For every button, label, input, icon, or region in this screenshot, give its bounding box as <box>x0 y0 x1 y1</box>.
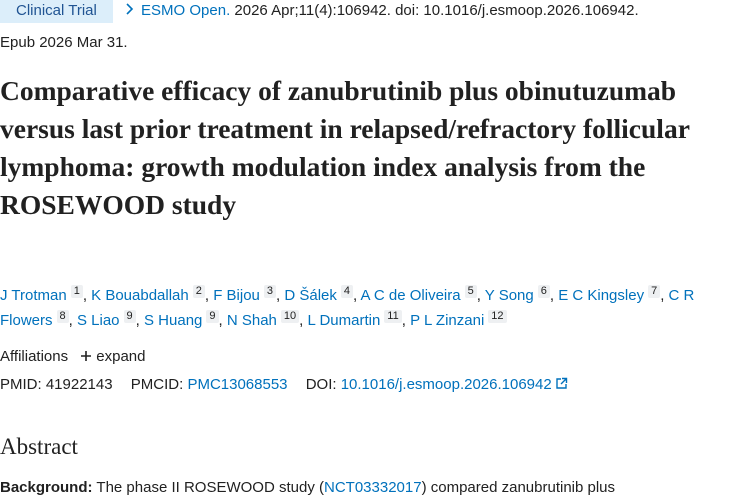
journal-link[interactable]: ESMO Open. <box>141 2 231 19</box>
author: L Dumartin 11, <box>307 310 406 329</box>
author-separator: , <box>276 287 281 304</box>
author: F Bijou 3, <box>213 285 281 304</box>
authors: J Trotman 1, K Bouabdallah 2, F Bijou 3, D … <box>0 283 730 333</box>
author-name[interactable]: E C Kingsley <box>558 287 645 304</box>
background-label: Background: <box>0 479 93 496</box>
abstract-heading: Abstract <box>0 434 78 459</box>
author-name[interactable]: D Šálek <box>284 287 337 304</box>
affiliation-number[interactable]: 9 <box>206 310 219 323</box>
author-name[interactable]: P L Zinzani <box>410 312 485 329</box>
author-name[interactable]: J Trotman <box>0 287 67 304</box>
citation-row: Clinical Trial ESMO Open. 2026 Apr;11(4)… <box>0 0 639 23</box>
author-name[interactable]: F Bijou <box>213 287 260 304</box>
author: A C de Oliveira 5, <box>360 285 481 304</box>
author-separator: , <box>299 312 304 329</box>
pmid-label: PMID: <box>0 376 42 393</box>
affiliation-number[interactable]: 8 <box>56 310 69 323</box>
author: D Šálek 4, <box>284 285 358 304</box>
author: E C Kingsley 7, <box>558 285 665 304</box>
epub: Epub 2026 Mar 31. <box>0 34 128 51</box>
author: C R Flowers 8, <box>0 287 694 329</box>
affiliation-number[interactable]: 12 <box>488 310 507 323</box>
expand-label: expand <box>96 348 146 365</box>
affiliation-number[interactable]: 4 <box>340 285 354 298</box>
author-name[interactable]: N Shah <box>226 312 277 329</box>
author-name[interactable]: S Liao <box>76 312 120 329</box>
affiliation-number[interactable]: 3 <box>263 285 277 298</box>
affiliation-number[interactable]: 9 <box>123 310 136 323</box>
doi-link[interactable]: 10.1016/j.esmoop.2026.106942 <box>341 376 568 393</box>
author-name[interactable]: L Dumartin <box>307 312 381 329</box>
author: P L Zinzani 12 <box>410 310 507 329</box>
author: K Bouabdallah 2, <box>91 285 210 304</box>
affiliation-number[interactable]: 5 <box>464 285 477 298</box>
author-separator: , <box>135 312 140 329</box>
trial-link[interactable]: NCT03332017 <box>324 479 422 496</box>
pmcid-link[interactable]: PMC13068553 <box>187 376 288 393</box>
expand-toggle[interactable]: expand <box>80 348 145 365</box>
ids-row: PMID: 41922143 PMCID: PMC13068553 DOI: 1… <box>0 376 568 393</box>
doi-label: DOI: <box>305 376 337 393</box>
background-text: The phase II ROSEWOOD study ( <box>96 479 324 496</box>
author-separator: , <box>68 312 73 329</box>
author-separator: , <box>204 287 210 304</box>
author: S Liao 9, <box>76 310 140 329</box>
article-title: Comparative efficacy of zanubrutinib plu… <box>0 75 690 220</box>
author-separator: , <box>401 312 406 329</box>
author-name[interactable]: S Huang <box>144 312 203 329</box>
author-name[interactable]: C R Flowers <box>0 287 695 329</box>
author-separator: , <box>660 287 665 304</box>
affiliation-number[interactable]: 7 <box>648 285 661 298</box>
citation-details: 2026 Apr;11(4):106942. doi: 10.1016/j.es… <box>234 2 639 19</box>
author: Y Song 6, <box>484 285 555 304</box>
plus-icon <box>81 351 92 361</box>
pmcid-label: PMCID: <box>130 376 184 393</box>
pmid: 41922143 <box>45 376 113 393</box>
external-icon <box>556 377 567 389</box>
author: J Trotman 1, <box>0 285 87 304</box>
affiliation-number[interactable]: 6 <box>537 285 550 298</box>
author-separator: , <box>353 287 358 304</box>
affiliation-number[interactable]: 1 <box>70 285 83 298</box>
affiliation-number[interactable]: 11 <box>384 310 402 323</box>
author: S Huang 9, <box>144 310 223 329</box>
affiliations-label: Affiliations <box>0 348 69 365</box>
affiliation-number[interactable]: 2 <box>192 285 205 298</box>
author-separator: , <box>549 287 555 304</box>
author: N Shah 10, <box>226 310 304 329</box>
author-name[interactable]: A C de Oliveira <box>360 287 461 304</box>
doi-text: 10.1016/j.esmoop.2026.106942 <box>340 376 552 393</box>
chevron-icon <box>126 3 134 15</box>
author-name[interactable]: Y Song <box>484 287 534 304</box>
background-row: Background: The phase II ROSEWOOD study … <box>0 479 615 496</box>
author-separator: , <box>218 312 223 329</box>
author-separator: , <box>476 287 481 304</box>
background-text: ) compared zanubrutinib plus <box>421 479 616 496</box>
affiliation-number[interactable]: 10 <box>280 310 300 323</box>
author-name[interactable]: K Bouabdallah <box>91 287 189 304</box>
affiliations-row: Affiliations expand <box>0 348 145 365</box>
author-separator: , <box>82 287 87 304</box>
badge: Clinical Trial <box>0 0 113 23</box>
